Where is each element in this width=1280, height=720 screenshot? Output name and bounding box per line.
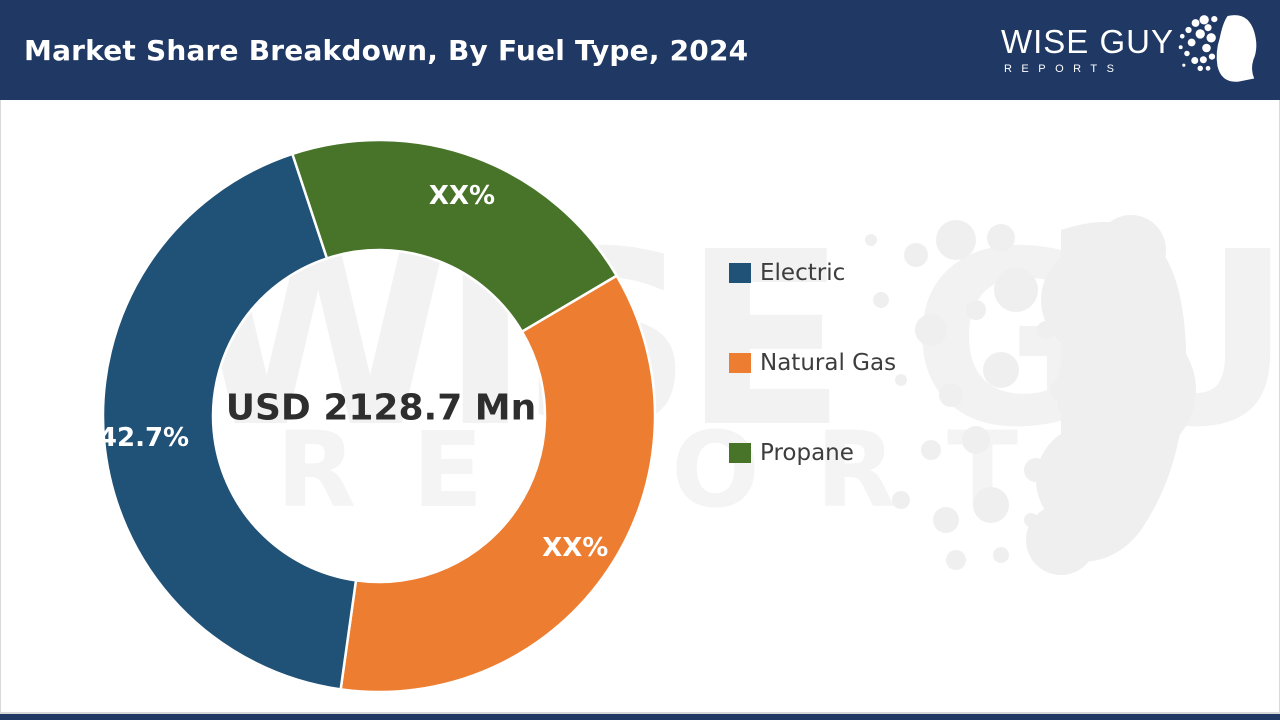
- donut-slice-electric: [101, 152, 358, 691]
- donut-slice-propane: [291, 138, 618, 333]
- chart-canvas: WISE GUY REPORTS XX%XX%42.7% USD 2128.7 …: [0, 100, 1280, 712]
- dot-face-logo-icon: [1176, 6, 1262, 94]
- brand-name: WISE GUY: [1000, 23, 1174, 60]
- footer-divider: [0, 712, 1280, 714]
- slice-value-label-propane: XX%: [429, 181, 495, 211]
- legend-item-propane: Propane: [729, 431, 896, 474]
- legend-item-natural-gas: Natural Gas: [729, 341, 896, 384]
- chart-legend: Electric Natural Gas Propane: [729, 251, 896, 474]
- slice-value-label-electric: 42.7%: [99, 423, 189, 453]
- donut-slice-natural-gas: [339, 274, 657, 694]
- legend-swatch-electric: [729, 262, 751, 283]
- brand-subtitle: REPORTS: [1003, 63, 1124, 75]
- donut-chart: XX% XX% 42.7%: [99, 138, 657, 694]
- header-bar: Market Share Breakdown, By Fuel Type, 20…: [0, 0, 1280, 100]
- legend-label-natural-gas: Natural Gas: [760, 349, 897, 376]
- legend-swatch-propane: [729, 442, 751, 463]
- footer-bar: [0, 714, 1280, 720]
- slice-value-label-natural-gas: XX%: [542, 533, 608, 563]
- chart-center-total: USD 2128.7 Mn: [225, 387, 537, 429]
- legend-label-electric: Electric: [760, 259, 846, 286]
- dot-face-watermark-icon: [865, 215, 1196, 575]
- brand-logo: WISE GUY REPORTS: [1001, 6, 1262, 94]
- legend-item-electric: Electric: [729, 251, 896, 294]
- legend-swatch-natural-gas: [729, 352, 751, 373]
- page-title: Market Share Breakdown, By Fuel Type, 20…: [24, 33, 749, 67]
- legend-label-propane: Propane: [760, 439, 854, 466]
- brand-wordmark: WISE GUY REPORTS: [1001, 25, 1174, 75]
